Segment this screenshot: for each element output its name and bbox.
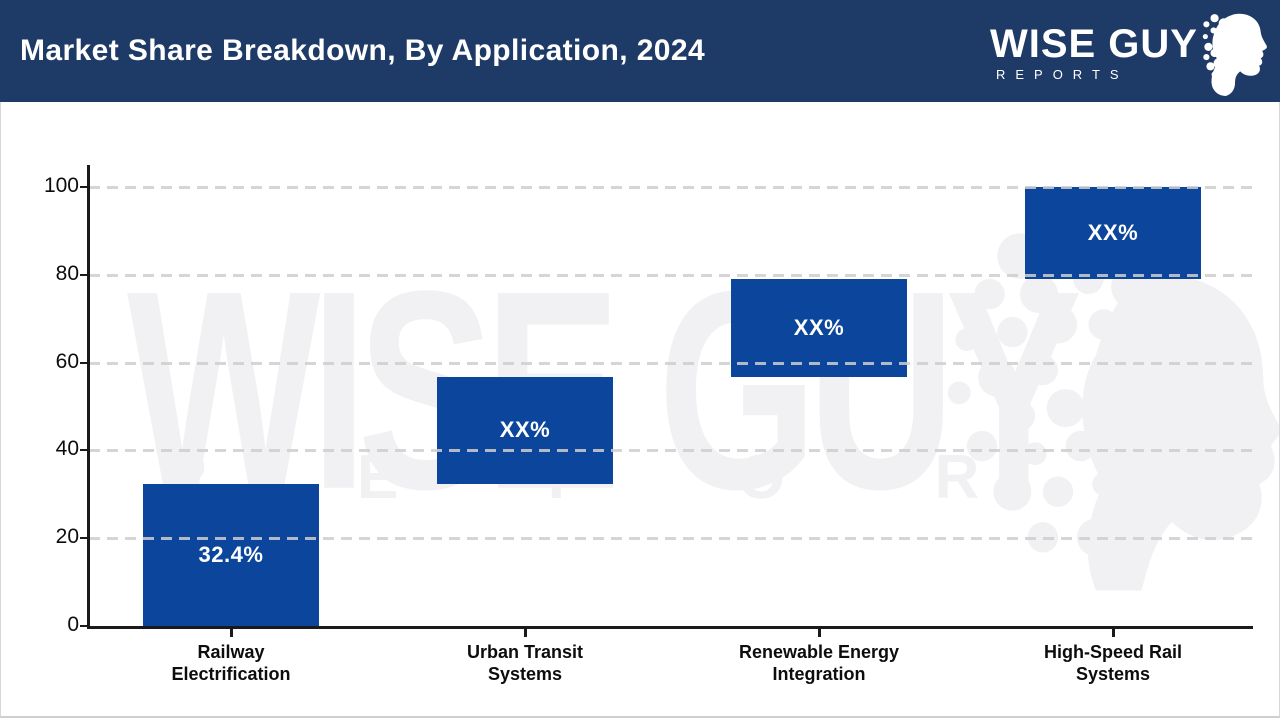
bar-value-label: XX% — [793, 315, 845, 341]
bar-value-label: XX% — [1087, 220, 1139, 246]
x-tick-mark — [524, 629, 527, 637]
gridline — [89, 186, 1253, 189]
x-tick-label: Railway Electrification — [171, 642, 291, 684]
gridline — [89, 361, 1253, 365]
y-tick-label: 20 — [55, 525, 79, 549]
y-tick-label: 60 — [55, 349, 79, 373]
bar-segment: XX% — [437, 377, 613, 484]
logo-wordmark: WISE GUY — [989, 22, 1198, 66]
bar-value-label: XX% — [499, 417, 551, 443]
waterfall-plot: 32.4% XX% XX% XX% 0 20 40 60 80 100 Railway Electr… — [1, 102, 1279, 716]
y-tick-label: 40 — [55, 437, 79, 461]
x-tick-label: Renewable Energy Integration — [738, 642, 900, 684]
gridline — [89, 537, 1253, 541]
y-axis-line — [87, 165, 90, 629]
x-tick-label: High-Speed Rail Systems — [1043, 642, 1182, 684]
y-tick-label: 0 — [67, 613, 79, 636]
x-tick-mark — [1112, 629, 1115, 637]
y-tick-mark — [80, 449, 89, 452]
bar-segment: 32.4% — [143, 483, 319, 626]
y-tick-mark — [80, 186, 89, 188]
bar-segment: XX% — [1025, 187, 1201, 280]
x-tick-mark — [818, 629, 821, 637]
logo-wordmark-block: WISE GUY REPORTS — [990, 24, 1198, 82]
bar-segment: XX% — [731, 279, 907, 378]
x-tick-mark — [230, 629, 233, 637]
gridline — [89, 273, 1253, 277]
y-tick-mark — [80, 625, 89, 627]
gridline — [89, 449, 1253, 453]
y-tick-label: 100 — [43, 174, 79, 197]
y-tick-mark — [80, 361, 89, 364]
chart-area: WISE GUY R E P O R T S 32.4%XX%XX%XX%020… — [0, 102, 1280, 718]
header-bar: Market Share Breakdown, By Application, … — [0, 0, 1280, 102]
y-tick-mark — [80, 273, 89, 276]
wiseguy-logo: WISE GUY REPORTS — [990, 10, 1270, 96]
chart-title: Market Share Breakdown, By Application, … — [20, 34, 706, 67]
x-axis-line — [87, 626, 1253, 629]
logo-head-icon — [1202, 13, 1267, 96]
logo-subtitle: REPORTS — [995, 67, 1129, 82]
y-tick-label: 80 — [55, 261, 79, 285]
y-tick-mark — [80, 537, 89, 540]
bar-value-label: 32.4% — [198, 541, 264, 567]
x-tick-label: Urban Transit Systems — [466, 642, 584, 684]
